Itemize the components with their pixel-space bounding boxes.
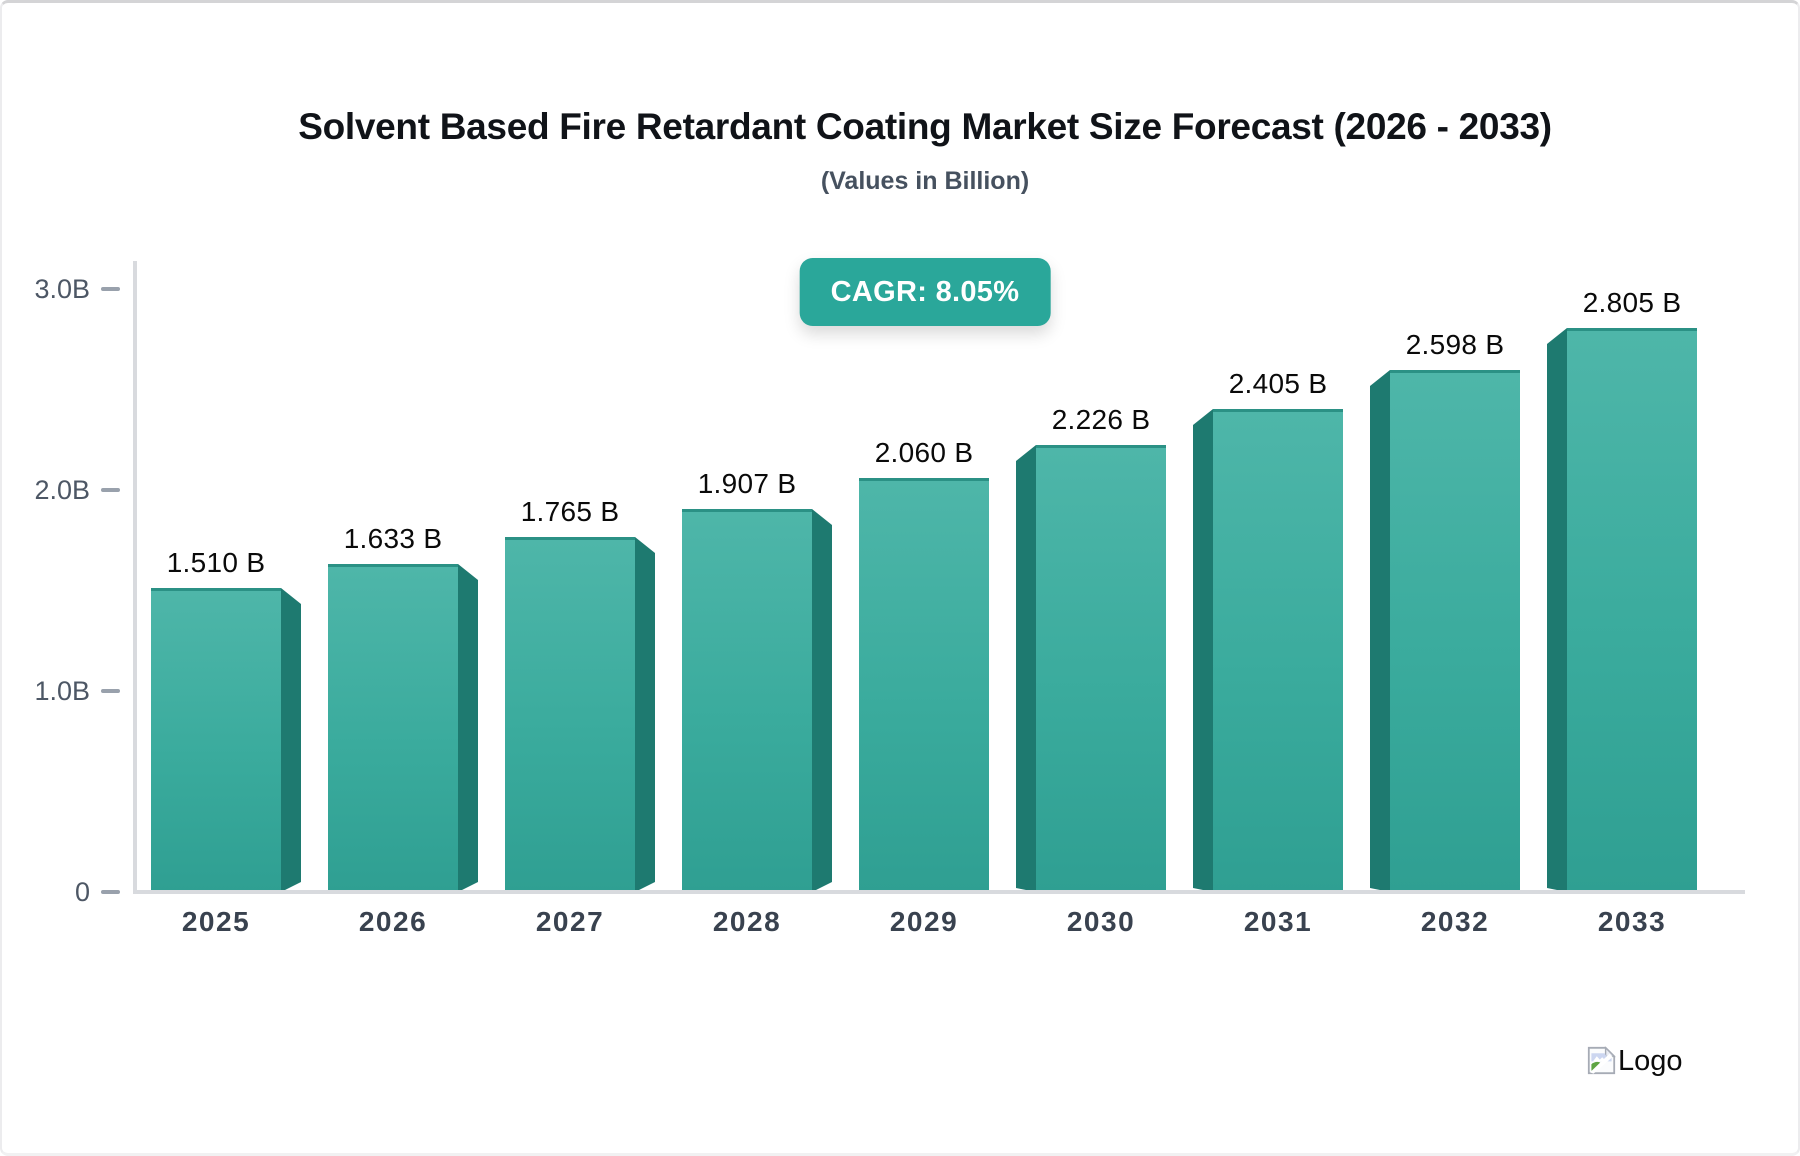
x-axis-label: 2030 (1066, 906, 1136, 937)
x-axis-label: 2026 (358, 906, 428, 937)
x-axis-label: 2031 (1243, 906, 1313, 937)
bar (859, 478, 989, 892)
bar-value-label: 1.633 B (343, 523, 443, 554)
bar-value-label: 2.060 B (874, 437, 974, 468)
bar (1036, 445, 1166, 892)
logo-text: Logo (1618, 1045, 1683, 1077)
x-axis-label: 2025 (181, 906, 251, 937)
bar (151, 588, 281, 892)
bar-side (1547, 328, 1567, 892)
bar (328, 564, 458, 892)
x-axis-label: 2028 (712, 906, 782, 937)
bar-side (812, 509, 832, 892)
bar (1567, 328, 1697, 892)
y-axis-tick-dash (101, 488, 120, 492)
bar-side (1193, 409, 1213, 892)
bar-side (1370, 370, 1390, 892)
bar-chart: 3.0B 2.0B 1.0B 0 1.510 B 2025 1.633 B 2026 1.76… (2, 3, 1798, 1153)
chart-subtitle: (Values in Billion) (820, 167, 1030, 195)
bar-side (458, 564, 478, 892)
bar-value-label: 1.765 B (520, 496, 620, 527)
y-axis-tick-label: 3.0B (34, 274, 90, 304)
y-axis-tick-dash (101, 689, 120, 693)
bar-side (281, 588, 301, 892)
y-axis-tick-label: 0 (74, 877, 90, 907)
x-axis-label: 2027 (535, 906, 605, 937)
cagr-badge: CAGR: 8.05% (799, 258, 1051, 326)
y-axis-line (133, 261, 137, 893)
y-axis-tick-dash (101, 287, 120, 291)
chart-title: Solvent Based Fire Retardant Coating Mar… (298, 106, 1552, 147)
bar-value-label: 2.805 B (1582, 287, 1682, 318)
x-axis-label: 2032 (1420, 906, 1490, 937)
x-axis-label: 2033 (1597, 906, 1667, 937)
x-axis-line (133, 890, 1745, 894)
logo: Logo (1586, 1043, 1683, 1079)
bar-value-label: 2.405 B (1228, 368, 1328, 399)
bar-value-label: 2.226 B (1051, 404, 1151, 435)
bar-value-label: 1.907 B (697, 468, 797, 499)
bar-side (1016, 445, 1036, 892)
y-axis-tick-label: 1.0B (34, 676, 90, 706)
bar (682, 509, 812, 892)
bar (1213, 409, 1343, 892)
broken-image-icon (1587, 1046, 1616, 1075)
bar (1390, 370, 1520, 892)
y-axis-tick-label: 2.0B (34, 475, 90, 505)
y-axis-tick-dash (101, 890, 120, 894)
bar-value-label: 1.510 B (166, 547, 266, 578)
bar (505, 537, 635, 892)
bar-side (635, 537, 655, 892)
bar-value-label: 2.598 B (1405, 329, 1505, 360)
x-axis-label: 2029 (889, 906, 959, 937)
